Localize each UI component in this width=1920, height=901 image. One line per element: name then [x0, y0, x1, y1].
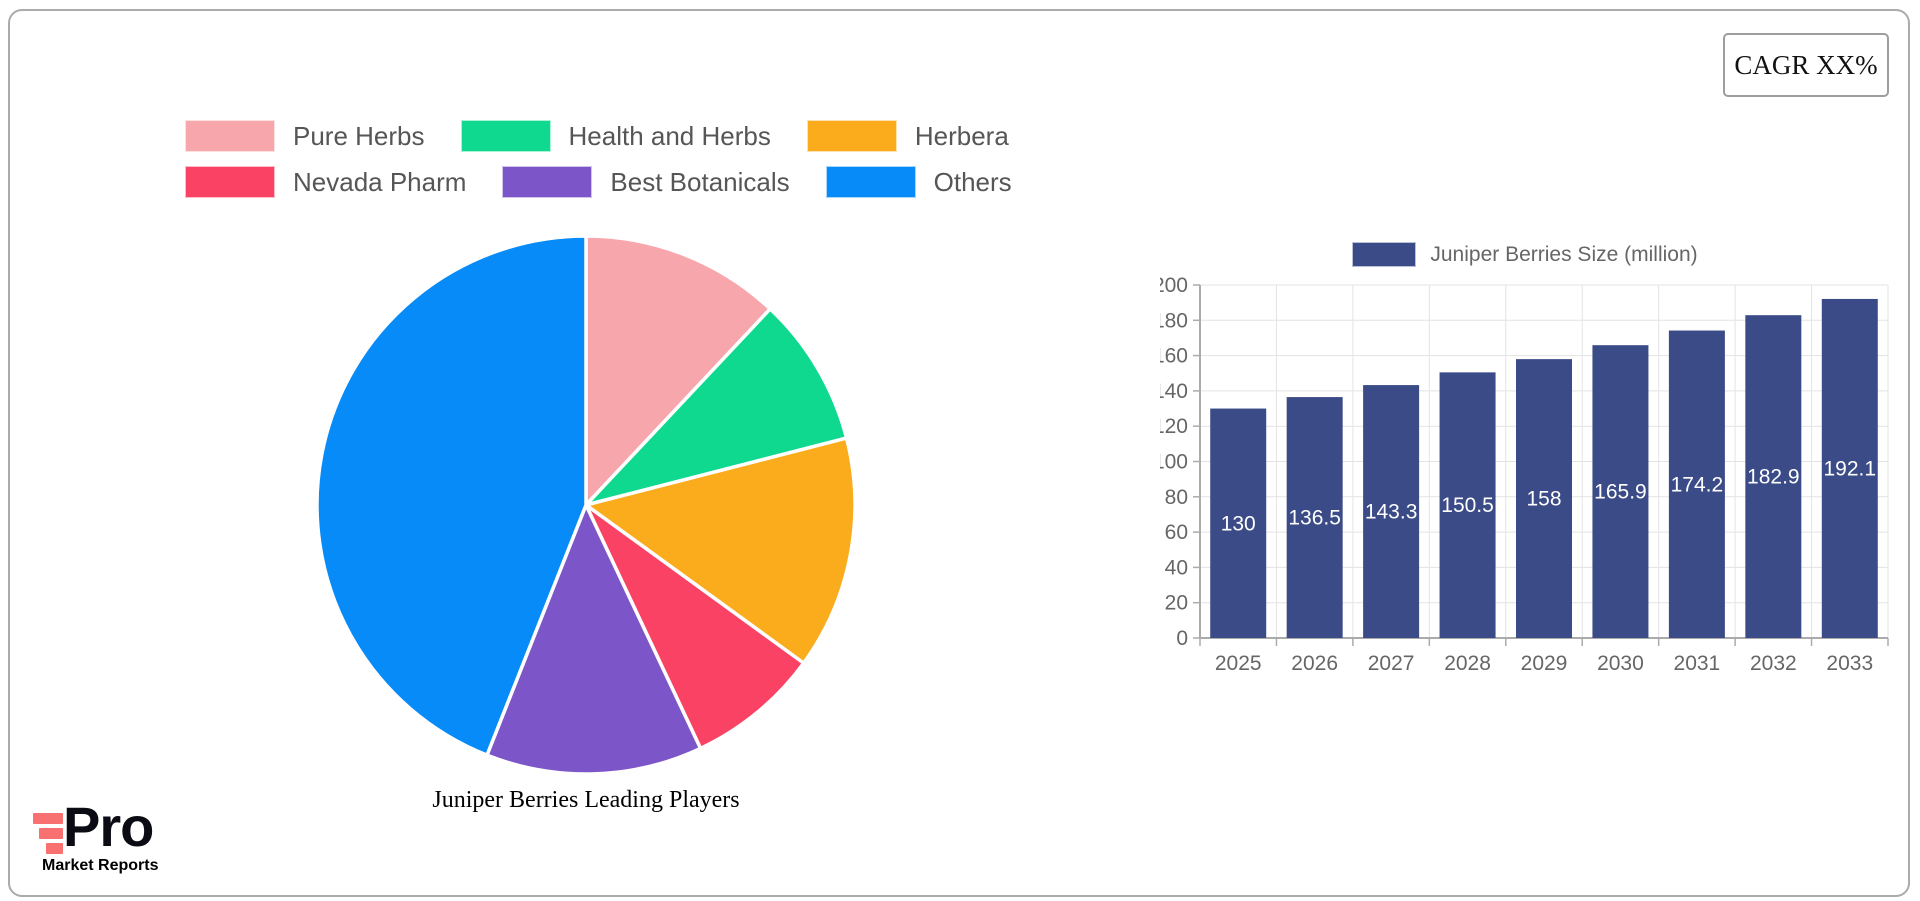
legend-label: Health and Herbs — [568, 120, 771, 151]
legend-label: Herbera — [914, 120, 1009, 151]
pie-slice-herbera[interactable] — [584, 436, 857, 665]
pie-chart[interactable] — [313, 232, 859, 778]
bar-2026[interactable] — [1286, 397, 1343, 638]
pie-slice-others[interactable] — [315, 234, 588, 757]
bar-value-label: 174.2 — [1671, 473, 1724, 496]
bar-value-label: 143.3 — [1365, 501, 1418, 524]
cagr-badge: CAGR XX% — [1723, 33, 1889, 97]
bar-2027[interactable] — [1363, 385, 1420, 638]
bar-chart: 0 20 40 60 80 100 120 140 160 180 200 130 2025 136.5 2… — [1160, 240, 1890, 690]
legend-swatch — [825, 166, 916, 198]
y-axis-tick-label: 60 — [1165, 521, 1188, 544]
bar-value-label: 150.5 — [1441, 494, 1494, 517]
bar-value-label: 158 — [1526, 488, 1561, 511]
y-axis-tick-label: 40 — [1165, 556, 1188, 579]
x-axis-tick-label: 2031 — [1674, 652, 1721, 675]
bar-2029[interactable] — [1516, 359, 1572, 638]
x-axis-tick-label: 2033 — [1826, 652, 1873, 675]
y-axis-tick-label: 140 — [1160, 380, 1188, 403]
pie-legend: Pure Herbs Health and Herbs Herbera Nevada … — [185, 120, 1012, 198]
y-axis-tick-label: 0 — [1176, 627, 1188, 650]
bar-chart-svg[interactable]: 0 20 40 60 80 100 120 140 160 180 200 130 2025 136.5 2… — [1160, 240, 1890, 690]
logo-subtitle: Market Reports — [42, 856, 159, 874]
bar-2031[interactable] — [1668, 330, 1725, 638]
bar-2025[interactable] — [1210, 408, 1267, 638]
pie-legend-item-nevada-pharm[interactable]: Nevada Pharm — [185, 166, 466, 198]
x-axis-tick-label: 2029 — [1521, 652, 1568, 675]
pie-legend-item-health-and-herbs[interactable]: Health and Herbs — [460, 120, 771, 152]
y-axis-tick-label: 20 — [1165, 592, 1188, 615]
bar-2032[interactable] — [1745, 315, 1802, 638]
pie-legend-row: Pure Herbs Health and Herbs Herbera — [185, 120, 1012, 152]
bar-2033[interactable] — [1821, 298, 1878, 638]
bar-2028[interactable] — [1439, 372, 1496, 638]
y-axis-tick-label: 100 — [1160, 451, 1188, 474]
pie-chart-title: Juniper Berries Leading Players — [432, 787, 740, 813]
y-axis-tick-label: 80 — [1165, 486, 1188, 509]
y-axis-tick-label: 120 — [1160, 415, 1188, 438]
bar-value-label: 130 — [1221, 512, 1256, 535]
bar-chart-legend[interactable]: Juniper Berries Size (million) — [1160, 242, 1890, 267]
legend-swatch — [185, 166, 275, 198]
x-axis-tick-label: 2028 — [1444, 652, 1491, 675]
legend-label: Pure Herbs — [293, 120, 425, 151]
bar-value-label: 136.5 — [1288, 507, 1341, 530]
bar-legend-swatch — [1352, 242, 1417, 267]
bar-value-label: 192.1 — [1823, 457, 1876, 480]
legend-label: Nevada Pharm — [293, 166, 467, 197]
legend-swatch — [460, 120, 551, 152]
bar-value-label: 182.9 — [1747, 466, 1800, 489]
pie-legend-item-others[interactable]: Others — [825, 166, 1012, 198]
pie-slice-nevada-pharm[interactable] — [584, 503, 806, 751]
bar-value-label: 165.9 — [1594, 481, 1647, 504]
pie-legend-item-pure-herbs[interactable]: Pure Herbs — [185, 120, 425, 152]
x-axis-tick-label: 2025 — [1215, 652, 1262, 675]
pie-slice-pure-herbs[interactable] — [584, 234, 772, 507]
y-axis-tick-label: 160 — [1160, 345, 1188, 368]
legend-label: Best Botanicals — [610, 166, 790, 197]
legend-label: Others — [933, 166, 1012, 197]
pie-legend-item-herbera[interactable]: Herbera — [806, 120, 1009, 152]
x-axis-tick-label: 2026 — [1291, 652, 1338, 675]
pie-legend-item-best-botanicals[interactable]: Best Botanicals — [502, 166, 790, 198]
x-axis-tick-label: 2027 — [1368, 652, 1415, 675]
y-axis-tick-label: 200 — [1160, 274, 1188, 297]
pie-chart-svg[interactable] — [313, 232, 859, 778]
pie-legend-row: Nevada Pharm Best Botanicals Others — [185, 166, 1012, 198]
pro-market-reports-logo: Pro Market Reports — [33, 795, 159, 875]
logo-name: Pro — [63, 795, 154, 858]
bar-legend-label: Juniper Berries Size (million) — [1430, 242, 1698, 266]
pie-slice-health-and-herbs[interactable] — [584, 307, 849, 507]
logo-bars-icon — [33, 813, 63, 854]
legend-swatch — [502, 166, 593, 198]
y-axis-tick-label: 180 — [1160, 309, 1188, 332]
x-axis-tick-label: 2032 — [1750, 652, 1797, 675]
pie-slice-best-botanicals[interactable] — [485, 503, 703, 776]
legend-swatch — [806, 120, 897, 152]
bar-2030[interactable] — [1592, 345, 1649, 638]
legend-swatch — [185, 120, 275, 152]
x-axis-tick-label: 2030 — [1597, 652, 1644, 675]
cagr-label: CAGR XX% — [1734, 49, 1878, 80]
